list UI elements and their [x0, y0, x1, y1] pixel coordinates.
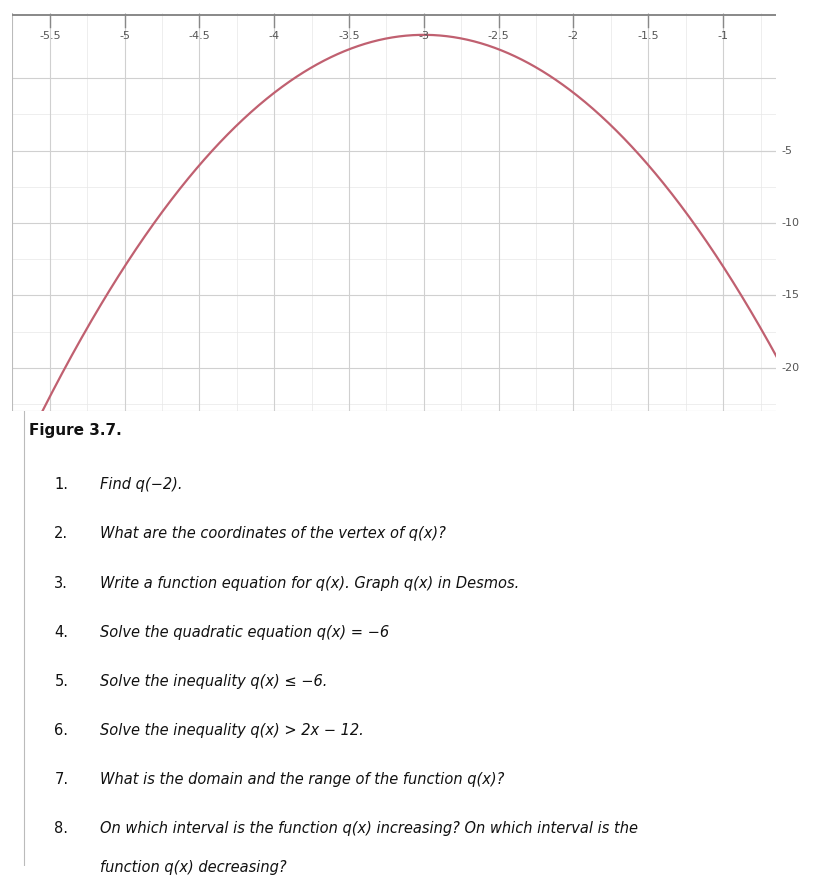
Text: Find q(−2).: Find q(−2).	[100, 477, 182, 493]
Text: -5.5: -5.5	[39, 31, 60, 41]
Text: Solve the quadratic equation q(x) = −6: Solve the quadratic equation q(x) = −6	[100, 625, 389, 640]
Text: -4: -4	[269, 31, 280, 41]
Text: Figure 3.7.: Figure 3.7.	[29, 423, 122, 438]
Text: -5: -5	[781, 145, 793, 156]
Text: function q(x) decreasing?: function q(x) decreasing?	[100, 860, 287, 875]
Text: On which interval is the function q(x) increasing? On which interval is the: On which interval is the function q(x) i…	[100, 822, 638, 836]
Text: 3.: 3.	[54, 576, 68, 591]
Text: -15: -15	[781, 290, 799, 300]
Text: What are the coordinates of the vertex of q(x)?: What are the coordinates of the vertex o…	[100, 527, 446, 542]
Text: -2: -2	[568, 31, 579, 41]
Text: 4.: 4.	[54, 625, 68, 640]
Text: 8.: 8.	[54, 822, 68, 836]
Text: 7.: 7.	[54, 772, 68, 788]
Text: -20: -20	[781, 363, 799, 373]
Text: Write a function equation for q(x). Graph q(x) in Desmos.: Write a function equation for q(x). Grap…	[100, 576, 520, 591]
Text: -1.5: -1.5	[638, 31, 659, 41]
Text: -1: -1	[718, 31, 728, 41]
Text: -3.5: -3.5	[338, 31, 360, 41]
Text: -5: -5	[119, 31, 130, 41]
Text: 5.: 5.	[54, 674, 68, 689]
Text: 6.: 6.	[54, 723, 68, 738]
Text: Solve the inequality q(x) > 2x − 12.: Solve the inequality q(x) > 2x − 12.	[100, 723, 364, 738]
Text: -10: -10	[781, 218, 799, 228]
Text: -4.5: -4.5	[189, 31, 210, 41]
Text: What is the domain and the range of the function q(x)?: What is the domain and the range of the …	[100, 772, 505, 788]
Text: 2.: 2.	[54, 527, 68, 542]
Text: -2.5: -2.5	[488, 31, 510, 41]
Text: -3: -3	[418, 31, 429, 41]
Text: 1.: 1.	[54, 477, 68, 493]
Text: Solve the inequality q(x) ≤ −6.: Solve the inequality q(x) ≤ −6.	[100, 674, 328, 689]
